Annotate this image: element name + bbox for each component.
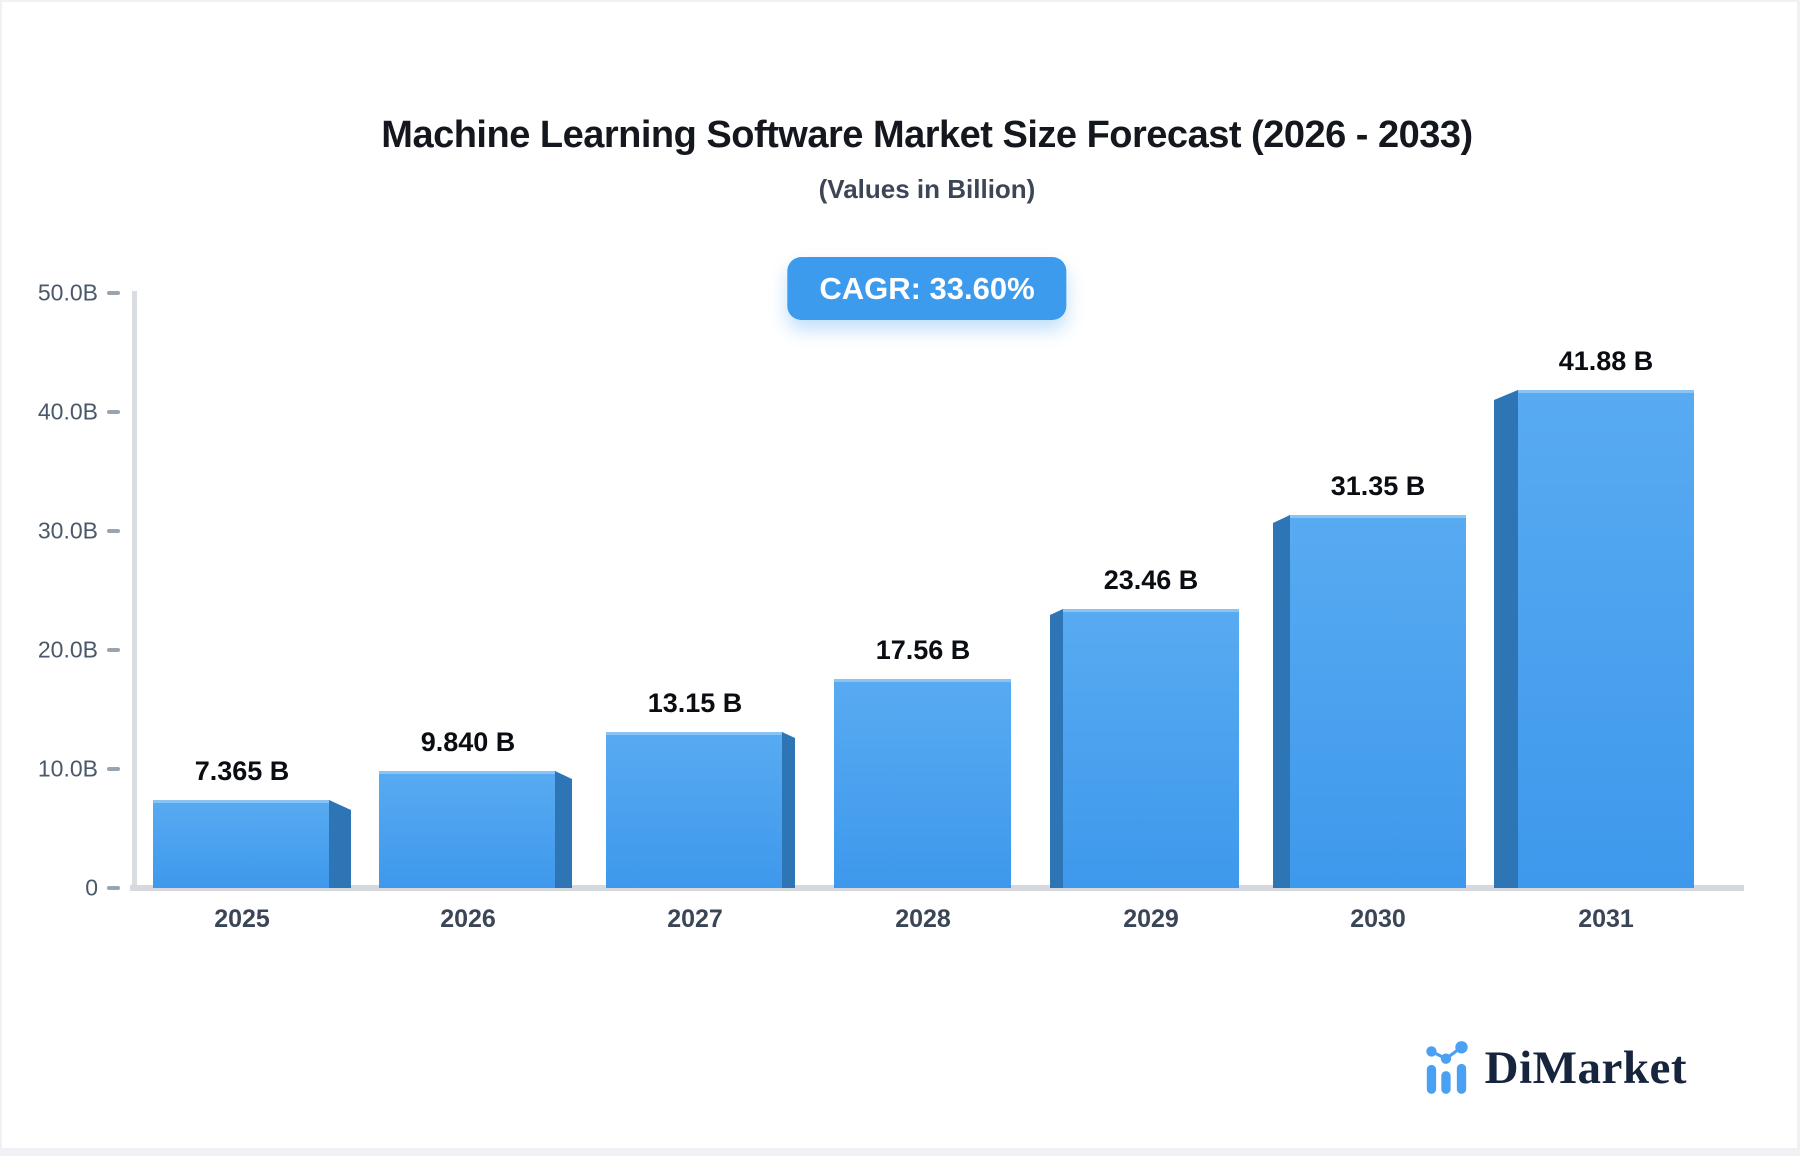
x-tick-label-2030: 2030 <box>1350 905 1406 933</box>
bar-value-label-2029: 23.46 B <box>1103 565 1199 595</box>
bar-2030 <box>1289 515 1466 888</box>
x-tick-label-2031: 2031 <box>1578 905 1634 933</box>
y-axis-line <box>132 291 137 888</box>
bar-2028 <box>834 679 1011 888</box>
y-tick-label: 10.0B <box>37 755 98 782</box>
bar-value-label-2030: 31.35 B <box>1330 471 1426 501</box>
chart-subtitle: (Values in Billion) <box>818 174 1036 204</box>
y-tick-mark <box>107 648 120 652</box>
dimarket-logo: DiMarket <box>1421 1038 1687 1098</box>
y-tick-mark <box>107 291 120 295</box>
x-tick-label-2028: 2028 <box>895 905 951 933</box>
bar-side-2027 <box>782 732 795 888</box>
y-tick-mark <box>107 529 120 533</box>
logo-text: DiMarket <box>1484 1042 1687 1094</box>
bar-side-2029 <box>1050 609 1063 888</box>
x-tick-label-2026: 2026 <box>440 905 496 933</box>
y-tick-mark <box>107 410 120 414</box>
bar-value-label-2028: 17.56 B <box>875 635 971 665</box>
bar-side-2025 <box>329 800 351 888</box>
y-tick-label: 30.0B <box>37 517 98 544</box>
x-tick-label-2029: 2029 <box>1123 905 1179 933</box>
y-tick-mark <box>107 767 120 771</box>
bar-side-2026 <box>555 771 572 888</box>
y-tick-label: 0 <box>85 874 98 901</box>
x-axis-baseline <box>130 885 1744 891</box>
x-tick-label-2025: 2025 <box>214 905 270 933</box>
bar-2031 <box>1517 390 1694 888</box>
y-tick-label: 40.0B <box>37 398 98 425</box>
bar-2029 <box>1062 609 1239 888</box>
cagr-badge: CAGR: 33.60% <box>787 257 1067 320</box>
bar-value-label-2025: 7.365 B <box>194 756 290 786</box>
bar-value-label-2027: 13.15 B <box>647 688 743 718</box>
chart-title: Machine Learning Software Market Size Fo… <box>381 114 1473 156</box>
bar-side-2030 <box>1273 515 1290 888</box>
mini-chart-logo-icon <box>1425 1041 1468 1094</box>
y-tick-mark <box>107 886 120 890</box>
y-tick-label: 50.0B <box>37 279 98 306</box>
bar-value-label-2031: 41.88 B <box>1558 346 1654 376</box>
bar-2026 <box>379 771 556 888</box>
bar-2025 <box>153 800 330 888</box>
bar-side-2031 <box>1494 390 1518 888</box>
bar-value-label-2026: 9.840 B <box>420 727 516 757</box>
x-tick-label-2027: 2027 <box>667 905 723 933</box>
y-tick-label: 20.0B <box>37 636 98 663</box>
bar-2027 <box>606 732 783 888</box>
